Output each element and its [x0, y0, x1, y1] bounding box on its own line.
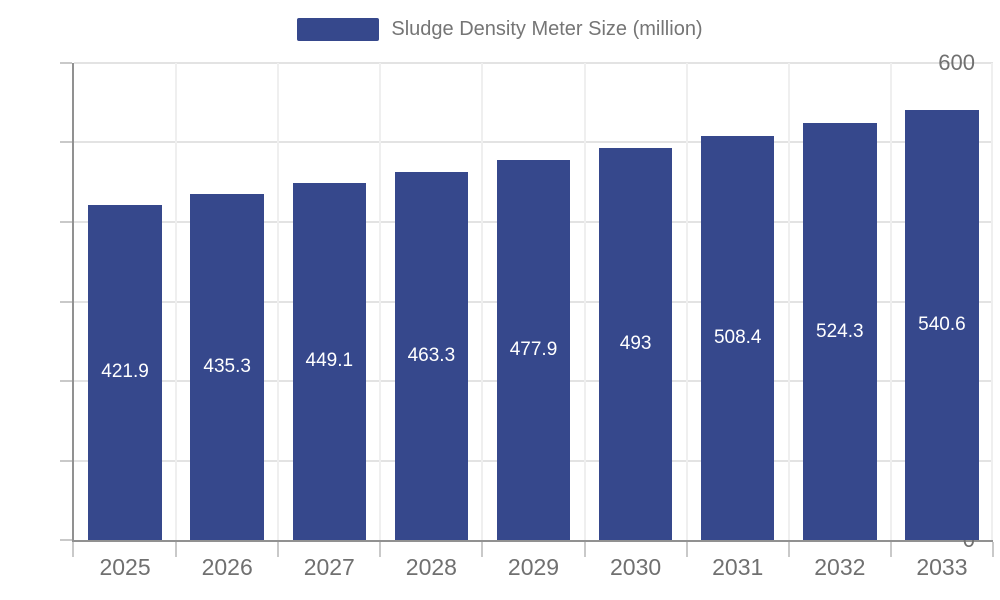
bar-2029: 477.9 [496, 160, 571, 540]
bar-2025: 421.9 [88, 204, 162, 540]
x-tick-label: 2033 [916, 554, 968, 580]
legend-label: Sludge Density Meter Size (million) [391, 18, 703, 40]
x-tick-label: 2026 [201, 554, 253, 580]
bar-2032: 524.3 [803, 123, 877, 540]
bar-value-label: 508.4 [713, 326, 762, 348]
bar-2027: 449.1 [292, 182, 367, 540]
legend-item[interactable]: Sludge Density Meter Size (million) [0, 18, 1000, 41]
bar-2028: 463.3 [394, 171, 469, 540]
x-tick-mark [787, 542, 790, 557]
x-tick-mark [889, 542, 892, 557]
y-tick-mark [60, 220, 72, 223]
bar-value-label: 435.3 [203, 355, 251, 377]
x-tick-mark [277, 542, 280, 557]
x-gridline [991, 63, 993, 540]
x-tick-mark [379, 542, 382, 557]
bar-value-label: 449.1 [305, 350, 354, 372]
x-tick-label: 2025 [99, 554, 151, 580]
y-gridline [74, 62, 993, 64]
x-tick-label: 2030 [610, 554, 662, 580]
y-axis-line [72, 63, 74, 540]
x-tick-mark [992, 542, 994, 557]
bar-2030: 493 [598, 148, 673, 540]
x-tick-mark [685, 542, 688, 557]
legend-swatch [297, 18, 380, 41]
x-gridline [277, 63, 280, 540]
x-tick-mark [481, 542, 484, 557]
x-tick-label: 2027 [303, 554, 355, 580]
bar-2033: 540.6 [905, 110, 979, 540]
x-tick-label: 2028 [405, 554, 457, 580]
y-tick-mark [60, 539, 72, 541]
x-tick-mark [583, 542, 586, 557]
bar-value-label: 421.9 [101, 361, 149, 383]
x-axis-line [72, 540, 993, 542]
bar-value-label: 540.6 [918, 314, 966, 336]
x-gridline [889, 63, 892, 540]
bar-value-label: 463.3 [407, 344, 456, 366]
y-gridline [74, 141, 993, 144]
x-gridline [175, 63, 178, 540]
x-tick-label: 2029 [507, 554, 560, 580]
x-gridline [481, 63, 484, 540]
bar-value-label: 524.3 [816, 320, 864, 342]
x-gridline [787, 63, 790, 540]
bar-2031: 508.4 [700, 135, 775, 540]
y-tick-mark [60, 300, 72, 303]
x-gridline [379, 63, 382, 540]
x-tick-label: 2032 [814, 554, 866, 580]
x-gridline [583, 63, 586, 540]
y-tick-mark [60, 459, 72, 462]
bar-value-label: 477.9 [509, 339, 558, 361]
bar-value-label: 493 [619, 333, 652, 355]
x-tick-mark [72, 542, 74, 557]
x-gridline [685, 63, 688, 540]
y-tick-mark [60, 379, 72, 382]
y-tick-label: 600 [938, 50, 975, 75]
y-tick-mark [60, 62, 72, 64]
plot-area: 01002003004005006002025421.92026435.3202… [60, 50, 994, 580]
x-tick-mark [175, 542, 178, 557]
bar-2026: 435.3 [190, 193, 264, 540]
x-tick-label: 2031 [712, 554, 764, 580]
y-tick-mark [60, 141, 72, 144]
